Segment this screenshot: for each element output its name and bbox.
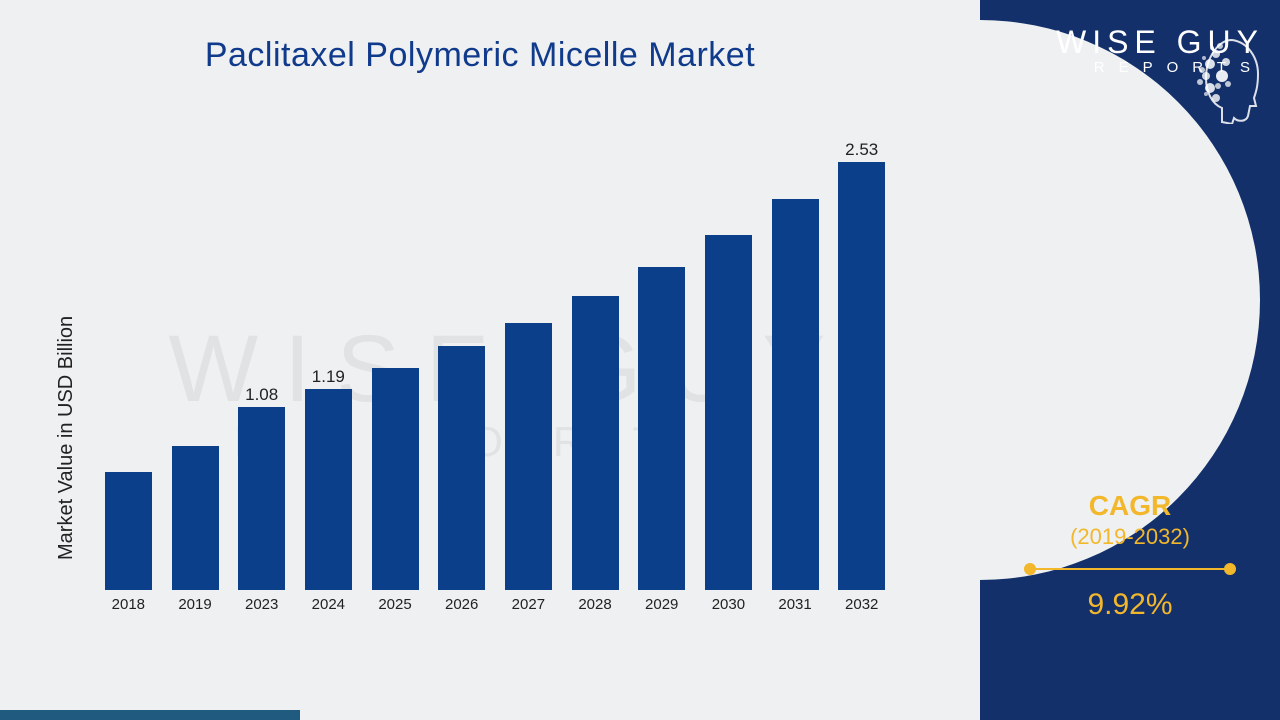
rule-dot-left (1024, 563, 1036, 575)
bar-slot: 1.08 (228, 385, 295, 590)
bar (705, 235, 752, 590)
bar-value-label: 1.08 (245, 385, 278, 405)
cagr-rule (1030, 568, 1230, 570)
canvas: WISE GUY REPORTS Paclitaxel Polymeric Mi… (0, 0, 1280, 720)
x-tick-label: 2023 (228, 596, 295, 613)
bar-slot (162, 424, 229, 590)
y-axis-label: Market Value in USD Billion (55, 316, 78, 560)
cagr-value: 9.92% (980, 588, 1280, 622)
bar (238, 407, 285, 590)
bar (105, 472, 152, 590)
bar (372, 368, 419, 590)
bar-value-label: 2.53 (845, 140, 878, 160)
bar-slot (562, 274, 629, 590)
brand-logo: WISE GUY REPORTS (1056, 24, 1264, 76)
x-axis-ticks: 2018201920232024202520262027202820292030… (95, 596, 895, 613)
bar (638, 267, 685, 590)
bar-slot (628, 245, 695, 590)
bar (838, 162, 885, 590)
bar-chart: 1.081.192.53 201820192023202420252026202… (95, 150, 895, 590)
bottom-accent-bar (0, 710, 300, 720)
cagr-title: CAGR (980, 490, 1280, 522)
x-tick-label: 2027 (495, 596, 562, 613)
x-tick-label: 2028 (562, 596, 629, 613)
bar (505, 323, 552, 590)
x-tick-label: 2029 (628, 596, 695, 613)
cagr-years: (2019-2032) (980, 524, 1280, 550)
bar (572, 296, 619, 590)
bar (305, 389, 352, 590)
x-tick-label: 2024 (295, 596, 362, 613)
x-tick-label: 2019 (162, 596, 229, 613)
bar (172, 446, 219, 590)
bar-slot: 1.19 (295, 367, 362, 590)
x-tick-label: 2025 (362, 596, 429, 613)
x-tick-label: 2018 (95, 596, 162, 613)
x-tick-label: 2030 (695, 596, 762, 613)
x-tick-label: 2026 (428, 596, 495, 613)
bar-slot: 2.53 (828, 140, 895, 590)
bar-slot (762, 177, 829, 590)
brain-icon (1182, 34, 1260, 124)
bar-slot (362, 346, 429, 590)
x-tick-label: 2032 (828, 596, 895, 613)
cagr-block: CAGR (2019-2032) 9.92% (980, 490, 1280, 622)
bar (438, 346, 485, 590)
bar-slot (495, 301, 562, 590)
chart-title: Paclitaxel Polymeric Micelle Market (0, 36, 960, 75)
bars-container: 1.081.192.53 (95, 150, 895, 590)
bar-slot (95, 450, 162, 590)
x-tick-label: 2031 (762, 596, 829, 613)
bar (772, 199, 819, 590)
rule-dot-right (1224, 563, 1236, 575)
bar-value-label: 1.19 (312, 367, 345, 387)
bar-slot (428, 324, 495, 590)
bar-slot (695, 213, 762, 590)
